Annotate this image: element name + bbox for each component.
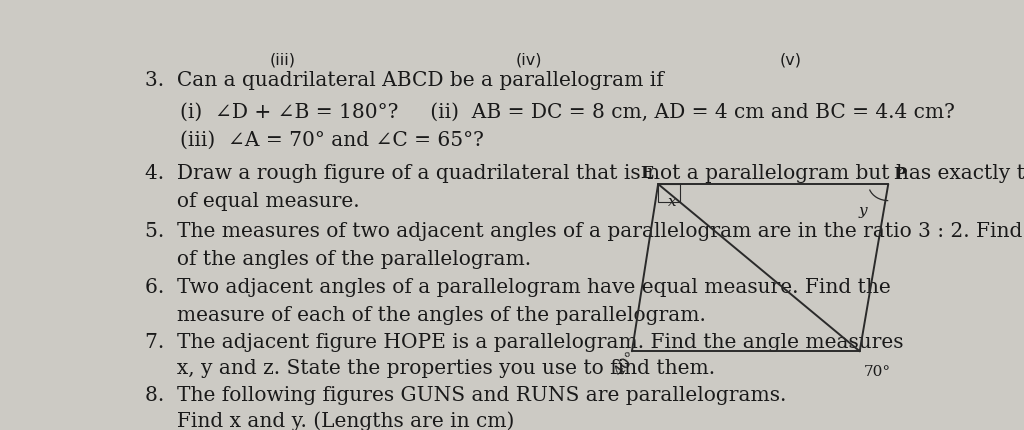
Text: of equal measure.: of equal measure. — [145, 192, 360, 211]
Text: measure of each of the angles of the parallelogram.: measure of each of the angles of the par… — [145, 307, 707, 326]
Text: of the angles of the parallelogram.: of the angles of the parallelogram. — [145, 250, 531, 269]
Text: (iii): (iii) — [269, 53, 296, 68]
Text: (i)  ∠D + ∠B = 180°?     (ii)  AB = DC = 8 cm, AD = 4 cm and BC = 4.4 cm?: (i) ∠D + ∠B = 180°? (ii) AB = DC = 8 cm,… — [179, 103, 954, 122]
Text: 6.  Two adjacent angles of a parallelogram have equal measure. Find the: 6. Two adjacent angles of a parallelogra… — [145, 278, 891, 297]
Text: (iii)  ∠A = 70° and ∠C = 65°?: (iii) ∠A = 70° and ∠C = 65°? — [179, 131, 483, 150]
Text: 7.  The adjacent figure HOPE is a parallelogram. Find the angle measures: 7. The adjacent figure HOPE is a paralle… — [145, 333, 904, 352]
Text: (v): (v) — [779, 53, 802, 68]
Text: x, y and z. State the properties you use to find them.: x, y and z. State the properties you use… — [145, 359, 716, 378]
Text: 4.  Draw a rough figure of a quadrilateral that is not a parallelogram but has e: 4. Draw a rough figure of a quadrilatera… — [145, 164, 1024, 183]
Text: E: E — [641, 165, 653, 182]
Text: 5.  The measures of two adjacent angles of a parallelogram are in the ratio 3 : : 5. The measures of two adjacent angles o… — [145, 222, 1024, 241]
Text: (iv): (iv) — [515, 53, 542, 68]
Text: 70°: 70° — [863, 365, 891, 379]
Text: 3.  Can a quadrilateral ABCD be a parallelogram if: 3. Can a quadrilateral ABCD be a paralle… — [145, 71, 665, 90]
Bar — [658, 184, 680, 202]
Text: 40°: 40° — [612, 349, 640, 379]
Text: P: P — [893, 166, 906, 184]
Text: y: y — [858, 205, 866, 218]
Text: 8.  The following figures GUNS and RUNS are parallelograms.: 8. The following figures GUNS and RUNS a… — [145, 386, 786, 405]
Text: x: x — [668, 194, 676, 209]
Text: Find x and y. (Lengths are in cm): Find x and y. (Lengths are in cm) — [145, 412, 515, 430]
